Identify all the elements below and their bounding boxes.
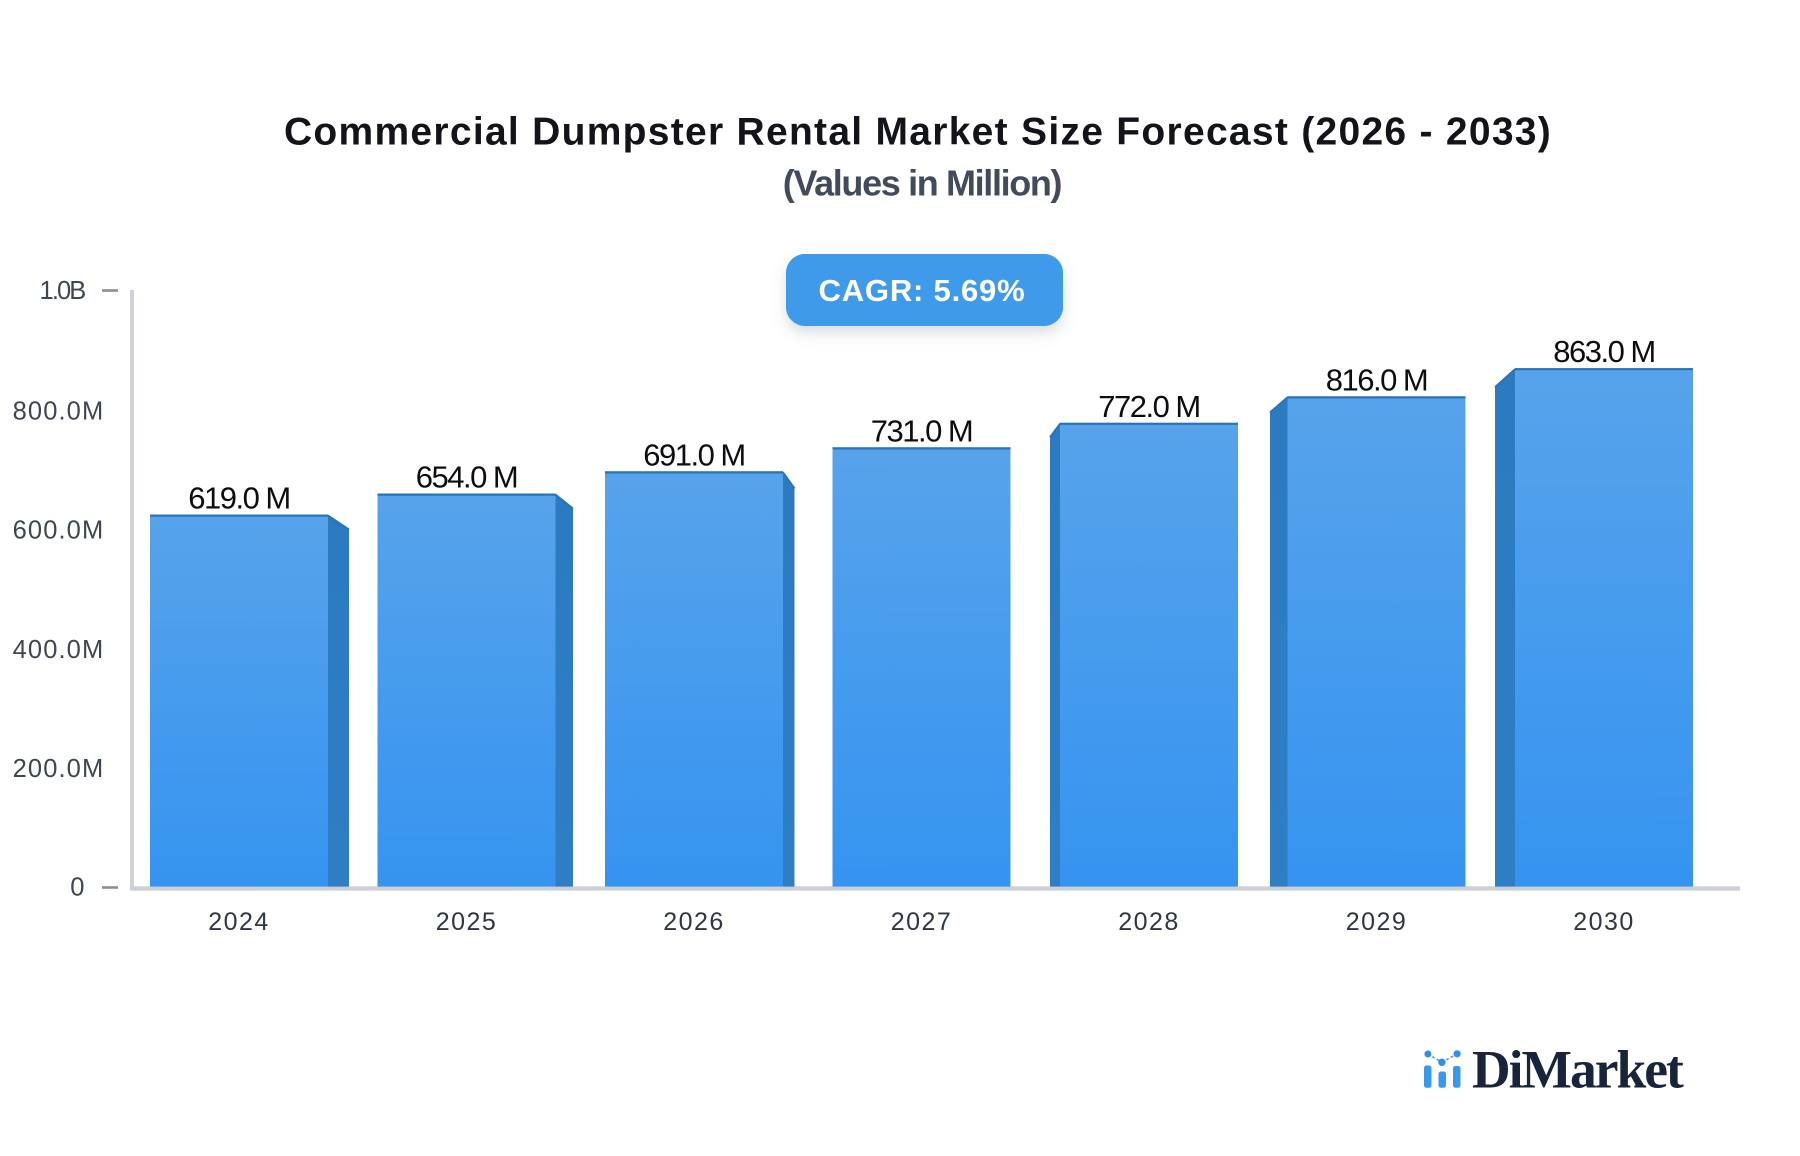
svg-text:2027: 2027	[891, 908, 953, 936]
svg-text:DiMarket: DiMarket	[1472, 1040, 1684, 1100]
svg-text:654.0 M: 654.0 M	[416, 460, 518, 495]
svg-text:731.0 M: 731.0 M	[871, 413, 973, 448]
svg-text:619.0 M: 619.0 M	[188, 481, 290, 516]
svg-text:1.0B: 1.0B	[40, 277, 86, 305]
svg-text:0: 0	[70, 874, 84, 902]
svg-text:863.0 M: 863.0 M	[1553, 334, 1655, 369]
svg-text:816.0 M: 816.0 M	[1326, 362, 1428, 397]
svg-text:691.0 M: 691.0 M	[643, 437, 745, 472]
svg-text:2028: 2028	[1118, 908, 1180, 936]
svg-text:2030: 2030	[1573, 908, 1635, 936]
svg-text:2025: 2025	[436, 908, 498, 936]
svg-text:CAGR: 5.69%: CAGR: 5.69%	[819, 273, 1026, 308]
svg-text:800.0M: 800.0M	[13, 398, 105, 426]
svg-text:2029: 2029	[1346, 908, 1408, 936]
svg-text:2024: 2024	[208, 908, 270, 936]
svg-text:2026: 2026	[663, 908, 725, 936]
svg-text:(Values in Million): (Values in Million)	[783, 163, 1062, 204]
svg-text:400.0M: 400.0M	[13, 636, 105, 664]
svg-text:600.0M: 600.0M	[13, 517, 105, 545]
svg-text:772.0 M: 772.0 M	[1098, 389, 1200, 424]
svg-text:200.0M: 200.0M	[13, 755, 105, 783]
svg-text:Commercial Dumpster Rental Mar: Commercial Dumpster Rental Market Size F…	[284, 111, 1552, 154]
